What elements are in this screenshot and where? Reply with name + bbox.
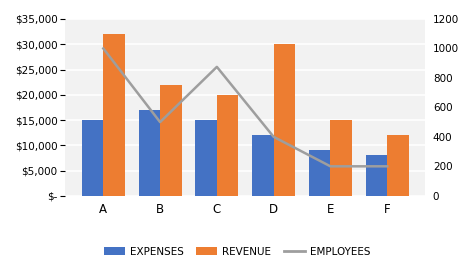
EMPLOYEES [214, 65, 220, 68]
EMPLOYEES [328, 165, 333, 168]
Bar [273, 44, 295, 196]
EMPLOYEES [384, 165, 390, 168]
EMPLOYEES [271, 135, 276, 138]
Bar [387, 135, 409, 196]
Line: EMPLOYEES: EMPLOYEES [103, 48, 387, 166]
Bar [330, 120, 352, 196]
Bar [103, 34, 125, 196]
Bar [160, 85, 182, 196]
Bar [365, 155, 387, 196]
Bar [138, 110, 160, 196]
Legend: EXPENSES, REVENUE, EMPLOYEES: EXPENSES, REVENUE, EMPLOYEES [100, 242, 374, 261]
Bar [217, 95, 238, 196]
Bar [252, 135, 273, 196]
Bar [82, 120, 103, 196]
Bar [195, 120, 217, 196]
EMPLOYEES [100, 47, 106, 50]
Bar [309, 150, 330, 196]
EMPLOYEES [157, 120, 163, 124]
